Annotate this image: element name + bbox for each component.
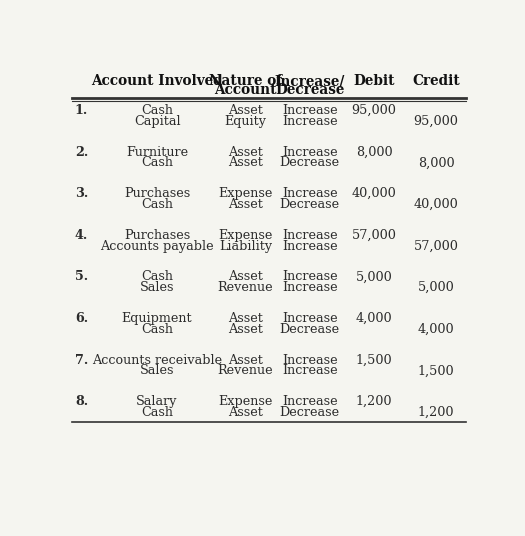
Text: Debit: Debit	[353, 75, 395, 88]
Text: Asset: Asset	[228, 198, 263, 211]
Text: 1,200: 1,200	[418, 406, 454, 419]
Text: Asset: Asset	[228, 406, 263, 419]
Text: 4,000: 4,000	[418, 323, 454, 336]
Text: Sales: Sales	[140, 364, 174, 377]
Text: Accounts payable: Accounts payable	[100, 240, 214, 252]
Text: Asset: Asset	[228, 146, 263, 159]
Text: Asset: Asset	[228, 312, 263, 325]
Text: 95,000: 95,000	[352, 104, 396, 117]
Text: Increase: Increase	[282, 312, 338, 325]
Text: Equity: Equity	[224, 115, 266, 128]
Text: Increase: Increase	[282, 146, 338, 159]
Text: Revenue: Revenue	[218, 364, 273, 377]
Text: 5.: 5.	[75, 270, 88, 284]
Text: 4,000: 4,000	[356, 312, 392, 325]
Text: Asset: Asset	[228, 104, 263, 117]
Text: 3.: 3.	[75, 187, 88, 200]
Text: 40,000: 40,000	[352, 187, 396, 200]
Text: 5,000: 5,000	[356, 270, 393, 284]
Text: Asset: Asset	[228, 157, 263, 169]
Text: Increase: Increase	[282, 364, 338, 377]
Text: Increase: Increase	[282, 354, 338, 367]
Text: Credit: Credit	[412, 75, 460, 88]
Text: Nature of: Nature of	[209, 75, 282, 88]
Text: 57,000: 57,000	[414, 240, 458, 252]
Text: Increase: Increase	[282, 240, 338, 252]
Text: Expense: Expense	[218, 187, 272, 200]
Text: Increase: Increase	[282, 229, 338, 242]
Text: 40,000: 40,000	[414, 198, 458, 211]
Text: 95,000: 95,000	[414, 115, 458, 128]
Text: Increase: Increase	[282, 104, 338, 117]
Text: 8.: 8.	[75, 395, 88, 408]
Text: 1,500: 1,500	[418, 364, 454, 377]
Text: Decrease: Decrease	[280, 198, 340, 211]
Text: 6.: 6.	[75, 312, 88, 325]
Text: Purchases: Purchases	[124, 187, 190, 200]
Text: Cash: Cash	[141, 406, 173, 419]
Text: Salary: Salary	[136, 395, 178, 408]
Text: Account Involved: Account Involved	[91, 75, 223, 88]
Text: Increase: Increase	[282, 395, 338, 408]
Text: Expense: Expense	[218, 395, 272, 408]
Text: Increase: Increase	[282, 115, 338, 128]
Text: Decrease: Decrease	[280, 157, 340, 169]
Text: Revenue: Revenue	[218, 281, 273, 294]
Text: Account: Account	[214, 83, 277, 96]
Text: Decrease: Decrease	[275, 83, 344, 96]
Text: 8,000: 8,000	[356, 146, 392, 159]
Text: Asset: Asset	[228, 270, 263, 284]
Text: 4.: 4.	[75, 229, 88, 242]
Text: Increase: Increase	[282, 270, 338, 284]
Text: Sales: Sales	[140, 281, 174, 294]
Text: Furniture: Furniture	[126, 146, 188, 159]
Text: 1,200: 1,200	[356, 395, 392, 408]
Text: 1,500: 1,500	[356, 354, 392, 367]
Text: 5,000: 5,000	[418, 281, 455, 294]
Text: Cash: Cash	[141, 104, 173, 117]
Text: 8,000: 8,000	[418, 157, 454, 169]
Text: Purchases: Purchases	[124, 229, 190, 242]
Text: Expense: Expense	[218, 229, 272, 242]
Text: Cash: Cash	[141, 323, 173, 336]
Text: Cash: Cash	[141, 157, 173, 169]
Text: Capital: Capital	[134, 115, 181, 128]
Text: Asset: Asset	[228, 354, 263, 367]
Text: 57,000: 57,000	[352, 229, 396, 242]
Text: 7.: 7.	[75, 354, 88, 367]
Text: Equipment: Equipment	[122, 312, 192, 325]
Text: 1.: 1.	[75, 104, 88, 117]
Text: 2.: 2.	[75, 146, 88, 159]
Text: Asset: Asset	[228, 323, 263, 336]
Text: Increase/: Increase/	[275, 75, 345, 88]
Text: Decrease: Decrease	[280, 323, 340, 336]
Text: Decrease: Decrease	[280, 406, 340, 419]
Text: Accounts receivable: Accounts receivable	[92, 354, 222, 367]
Text: Increase: Increase	[282, 281, 338, 294]
Text: Cash: Cash	[141, 198, 173, 211]
Text: Liability: Liability	[219, 240, 272, 252]
Text: Cash: Cash	[141, 270, 173, 284]
Text: Increase: Increase	[282, 187, 338, 200]
